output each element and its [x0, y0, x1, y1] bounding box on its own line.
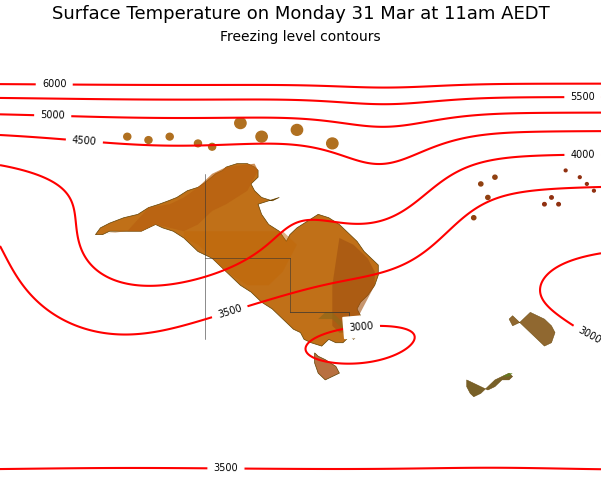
Polygon shape	[318, 312, 361, 346]
Text: Surface Temperature on Monday 31 Mar at 11am AEDT: Surface Temperature on Monday 31 Mar at …	[52, 5, 549, 22]
Circle shape	[209, 143, 216, 150]
Text: Freezing level contours: Freezing level contours	[220, 30, 381, 43]
Text: 4500: 4500	[72, 135, 97, 147]
Polygon shape	[315, 353, 340, 380]
Circle shape	[256, 131, 267, 142]
Circle shape	[486, 195, 490, 200]
Text: 4000: 4000	[570, 149, 595, 160]
Text: 6000: 6000	[42, 80, 67, 89]
Circle shape	[472, 216, 476, 220]
Polygon shape	[495, 373, 513, 380]
Circle shape	[557, 203, 560, 206]
Circle shape	[145, 137, 152, 143]
Text: 5500: 5500	[570, 92, 596, 102]
Circle shape	[166, 133, 173, 140]
Circle shape	[593, 189, 596, 192]
Circle shape	[585, 183, 588, 185]
Circle shape	[235, 118, 246, 128]
Circle shape	[493, 175, 497, 179]
Circle shape	[327, 138, 338, 149]
Circle shape	[543, 203, 546, 206]
Circle shape	[550, 196, 554, 199]
Polygon shape	[96, 163, 258, 235]
Circle shape	[124, 133, 131, 140]
Circle shape	[291, 124, 303, 135]
Text: 3000: 3000	[576, 325, 601, 346]
Text: 3500: 3500	[213, 464, 238, 473]
Circle shape	[195, 140, 201, 147]
Polygon shape	[184, 231, 297, 285]
Polygon shape	[466, 373, 513, 397]
Circle shape	[478, 182, 483, 186]
Polygon shape	[509, 312, 555, 346]
Circle shape	[564, 169, 567, 172]
Polygon shape	[96, 163, 378, 346]
Text: 3500: 3500	[216, 304, 243, 320]
Circle shape	[578, 176, 581, 179]
Polygon shape	[332, 238, 375, 333]
Text: 3000: 3000	[349, 321, 374, 333]
Text: 5000: 5000	[40, 110, 65, 121]
